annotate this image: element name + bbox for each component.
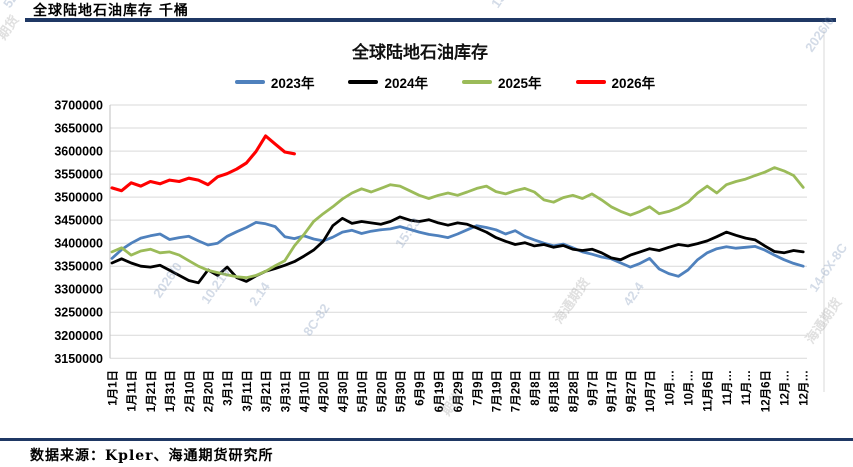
chart-legend: 2023年 2024年 2025年 2026年 [85, 72, 805, 92]
x-axis-tick-label: 7月9日 [471, 370, 484, 406]
x-axis-tick-label: 8月18日 [548, 370, 561, 412]
legend-item-2024[interactable]: 2024年 [348, 72, 428, 92]
x-axis-tick-label: 1月1日 [107, 370, 120, 406]
y-axis-tick-label: 3450000 [54, 214, 103, 228]
x-axis-tick-label: 8月8日 [529, 370, 542, 406]
x-axis-tick-label: 5月30日 [395, 370, 408, 412]
x-axis-tick-label: 7月29日 [510, 370, 523, 412]
legend-label: 2026年 [611, 76, 656, 91]
title-divider-bar [25, 18, 836, 22]
y-axis-tick-label: 3350000 [54, 260, 103, 274]
x-axis-tick-label: 4月10日 [299, 370, 312, 412]
x-axis-tick-label: 5月10日 [356, 370, 369, 412]
x-axis-tick-label: 11月6日 [702, 370, 715, 412]
series-line-2026 [110, 134, 296, 193]
x-axis-tick-label: 12月… [779, 370, 792, 406]
legend-item-2026[interactable]: 2026年 [575, 72, 656, 92]
x-axis-tick-label: 5月20日 [375, 370, 388, 412]
x-axis-tick-label: 12月6日 [759, 370, 772, 412]
legend-item-2025[interactable]: 2025年 [462, 72, 542, 92]
x-axis-tick-label: 11月… [721, 370, 734, 405]
y-axis-tick-label: 3150000 [54, 352, 103, 366]
y-axis-tick-label: 3200000 [54, 329, 103, 343]
x-axis-tick-label: 11月… [740, 370, 753, 405]
x-axis-tick-label: 9月7日 [587, 370, 600, 406]
x-axis-tick-label: 6月9日 [414, 370, 427, 406]
x-axis-tick-label: 9月27日 [625, 370, 638, 412]
x-axis-tick-label: 3月31日 [279, 370, 292, 412]
y-axis-tick-label: 3300000 [54, 283, 103, 297]
x-axis-tick-label: 4月20日 [318, 370, 331, 412]
series-line-2025 [110, 166, 805, 280]
x-axis-tick-label: 10月… [663, 370, 676, 406]
x-axis-tick-label: 1月11日 [126, 370, 139, 412]
y-axis-tick-label: 3550000 [54, 168, 103, 182]
legend-label: 2023年 [270, 76, 315, 91]
y-axis-tick-label: 3650000 [54, 122, 103, 136]
x-axis-tick-label: 8月28日 [567, 370, 580, 412]
series-line-2023 [110, 220, 805, 278]
y-axis-tick-label: 3500000 [54, 191, 103, 205]
x-axis-tick-label: 6月19日 [433, 370, 446, 412]
legend-label: 2024年 [384, 76, 428, 91]
x-axis-tick-label: 3月11日 [241, 370, 254, 412]
y-axis-tick-label: 3250000 [54, 306, 103, 320]
x-axis-tick-label: 10月7日 [644, 370, 657, 412]
data-source-note: 数据来源：Kpler、海通期货研究所 [30, 448, 274, 464]
x-axis-tick-label: 1月31日 [164, 370, 177, 412]
x-axis-tick-label: 2月10日 [183, 370, 196, 412]
x-axis-tick-label: 1月21日 [145, 370, 158, 412]
x-axis-tick-label: 3月21日 [260, 370, 273, 412]
legend-swatch-icon [575, 80, 606, 84]
legend-label: 2025年 [498, 76, 542, 91]
x-axis-tick-label: 2月20日 [203, 370, 216, 412]
x-axis-tick-label: 12月… [798, 370, 811, 406]
y-axis-tick-label: 3600000 [54, 145, 103, 159]
legend-swatch-icon [234, 80, 265, 84]
footer-divider-bar [0, 438, 853, 441]
x-axis-tick-label: 6月29日 [452, 370, 465, 412]
x-axis-tick-label: 7月19日 [491, 370, 504, 412]
document-title: 全球陆地石油库存 千桶 [33, 3, 189, 19]
y-axis-tick-label: 3400000 [54, 237, 103, 251]
legend-swatch-icon [462, 80, 492, 84]
series-line-2024 [110, 215, 805, 285]
legend-item-2023[interactable]: 2023年 [234, 72, 315, 92]
x-axis-tick-label: 9月17日 [606, 370, 619, 412]
x-axis-tick-label: 4月30日 [337, 370, 350, 412]
chart-title: 全球陆地石油库存 [352, 43, 488, 63]
legend-swatch-icon [348, 80, 379, 84]
x-axis-tick-label: 10月… [683, 370, 696, 406]
x-axis-tick-label: 3月1日 [222, 370, 235, 406]
y-axis-tick-label: 3700000 [54, 99, 103, 113]
